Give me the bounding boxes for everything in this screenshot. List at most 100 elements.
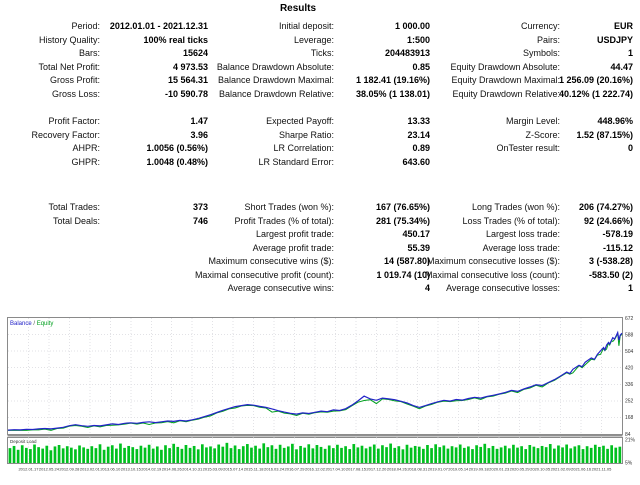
deposit-load-bar	[151, 448, 155, 463]
stat-label: Maximum consecutive losses ($):	[426, 256, 560, 266]
deposit-load-bar	[454, 447, 458, 463]
deposit-load-bar	[458, 444, 462, 463]
deposit-load-bar	[516, 447, 519, 463]
deposit-load-bar	[123, 447, 126, 463]
stat-value: 14 (587.80)	[383, 256, 430, 266]
stat-value: 1.0048 (0.48%)	[146, 156, 208, 167]
deposit-load-bar	[160, 449, 163, 463]
deposit-load-bar	[381, 445, 384, 463]
deposit-load-bar	[336, 444, 339, 463]
deposit-load-label: Deposit Load	[10, 439, 37, 444]
stat-label: Total Net Profit:	[38, 61, 100, 72]
deposit-load-bar	[557, 445, 560, 463]
deposit-load-bar	[344, 446, 347, 463]
x-axis-label: 2021.02.09	[551, 467, 572, 472]
deposit-load-bar	[467, 446, 470, 463]
deposit-load-bar	[98, 444, 102, 463]
stat-value: 2012.01.01 - 2021.12.31	[109, 21, 208, 31]
stat-label: Initial deposit:	[278, 21, 334, 31]
stat-label: Total Trades:	[48, 202, 100, 212]
deposit-load-bar	[389, 443, 392, 463]
x-axis-label: 2019.05.14	[448, 467, 469, 472]
stat-label: Profit Factor:	[48, 116, 100, 126]
stat-value: 1 256.09 (20.16%)	[558, 75, 633, 85]
deposit-load-bar	[241, 446, 245, 463]
deposit-load-bar	[548, 444, 552, 463]
deposit-load-bar	[520, 446, 523, 463]
page-title: Results	[279, 3, 317, 14]
stat-label: Balance Drawdown Relative:	[218, 88, 334, 99]
deposit-load-bar	[422, 448, 425, 463]
deposit-load-bar	[246, 444, 249, 463]
deposit-load-bar	[479, 446, 483, 463]
deposit-load-bar	[368, 446, 372, 463]
deposit-load-bar	[278, 444, 282, 463]
x-axis-label: 2019.01.07	[428, 467, 449, 472]
deposit-load-bar	[262, 443, 266, 463]
stat-value: 450.17	[402, 229, 430, 239]
stat-label: Expected Payoff:	[266, 116, 334, 126]
stat-value: USDJPY	[596, 34, 633, 45]
x-axis-label: 2014.02.19	[141, 467, 162, 472]
stat-label: History Quality:	[38, 34, 100, 45]
deposit-load-bar	[70, 447, 73, 463]
deposit-load-bar	[270, 445, 274, 463]
x-axis-label: 2013.10.15	[121, 467, 142, 472]
deposit-load-bar	[426, 445, 429, 463]
y-axis-label: 336	[625, 382, 634, 388]
deposit-load-bar	[491, 445, 495, 463]
deposit-load-bar	[536, 448, 540, 463]
stat-label: Period:	[71, 21, 100, 31]
chart-legend: Balance / Equity	[10, 321, 53, 327]
stat-value: 0.85	[412, 61, 430, 72]
deposit-load-bar	[102, 449, 106, 463]
deposit-load-bar	[307, 444, 311, 463]
deposit-load-bar	[225, 442, 229, 463]
x-axis-label: 2020.10.05	[530, 467, 551, 472]
deposit-load-bar	[131, 447, 135, 463]
deposit-load-bar	[327, 445, 331, 463]
deposit-load-bar	[409, 447, 413, 463]
y-axis-label: 252	[625, 399, 634, 405]
deposit-load-bar	[446, 448, 450, 463]
deposit-load-bar	[577, 445, 581, 463]
deposit-load-bar	[393, 447, 397, 463]
deposit-load-bar	[61, 448, 65, 463]
deposit-load-bar	[319, 446, 323, 463]
deposit-load-bar	[74, 449, 77, 463]
deposit-load-bar	[413, 445, 417, 463]
deposit-load-bar	[593, 444, 597, 463]
deposit-load-bar	[569, 448, 573, 463]
stat-label: Equity Drawdown Relative:	[452, 88, 560, 99]
stat-label: Largest profit trade:	[255, 229, 334, 239]
stat-label: Ticks:	[310, 48, 334, 58]
deposit-load-bar	[532, 446, 536, 463]
stat-value: 15 564.31	[167, 75, 208, 85]
stat-label: Gross Loss:	[51, 88, 100, 99]
stat-label: Profit Trades (% of total):	[234, 215, 334, 226]
deposit-load-bar	[127, 445, 130, 463]
deposit-load-bar	[291, 443, 294, 463]
deposit-load-bar	[41, 448, 45, 463]
deposit-load-bar	[200, 444, 204, 463]
stat-value: 373	[192, 202, 208, 212]
deposit-load-bar	[90, 446, 94, 463]
x-axis-label: 2017.04.10	[325, 467, 346, 472]
deposit-load-bar	[188, 447, 192, 463]
deposit-load-bar	[561, 447, 564, 463]
deposit-load-bar	[184, 445, 188, 463]
deposit-load-bar	[524, 449, 528, 463]
stat-value: 1.52 (87.15%)	[576, 129, 633, 140]
deposit-load-bar	[417, 446, 421, 463]
x-axis-label: 2012.05.24	[39, 467, 60, 472]
deposit-load-bar	[205, 447, 208, 463]
stat-value: 15624	[182, 48, 208, 58]
x-axis-label: 2017.08.15	[346, 467, 367, 472]
stat-value: 38.05% (1 138.01)	[355, 88, 430, 99]
stat-value: 1	[627, 283, 633, 293]
deposit-load-bar	[12, 445, 16, 463]
stat-value: 1:500	[406, 34, 430, 45]
stat-value: 643.60	[402, 156, 430, 167]
stat-label: Pairs:	[536, 34, 560, 45]
